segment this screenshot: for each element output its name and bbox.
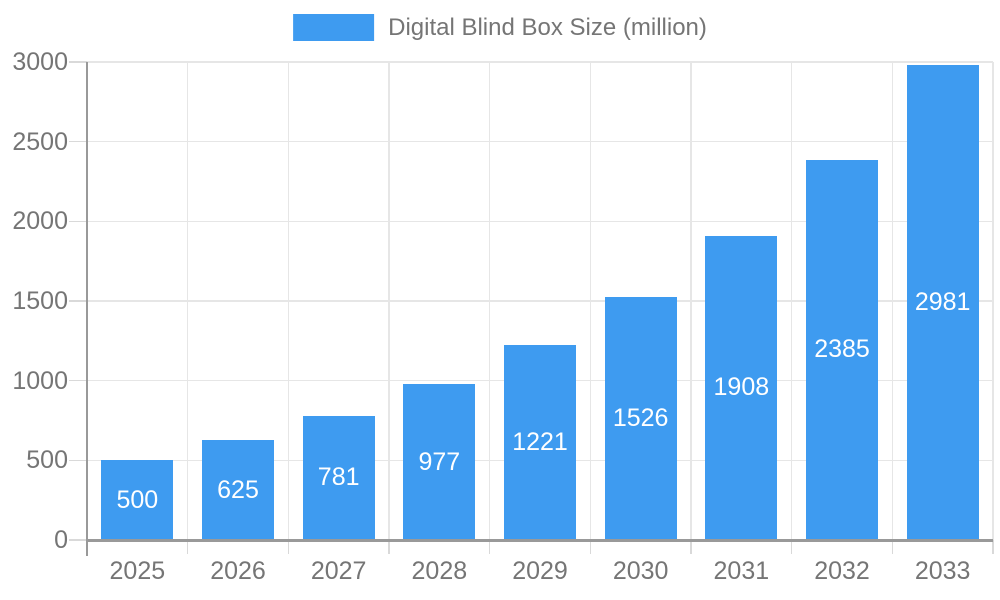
x-axis-label: 2027 bbox=[310, 557, 367, 585]
gridline-horizontal bbox=[87, 300, 993, 302]
x-axis-label: 2025 bbox=[109, 557, 166, 585]
x-axis-label: 2032 bbox=[814, 557, 870, 585]
gridline-vertical bbox=[690, 62, 692, 540]
x-axis-tick bbox=[287, 540, 290, 554]
bar-value-label: 781 bbox=[317, 463, 360, 492]
bar-2031: 1908 bbox=[705, 235, 778, 540]
gridline-vertical bbox=[790, 62, 793, 540]
x-axis-label: 2031 bbox=[713, 557, 770, 585]
y-axis-label: 1000 bbox=[12, 366, 68, 395]
y-axis-label: 3000 bbox=[12, 48, 68, 76]
y-axis-tick bbox=[69, 379, 87, 382]
y-axis-label: 500 bbox=[26, 446, 68, 475]
x-axis-label: 2026 bbox=[210, 557, 266, 585]
gridline-vertical bbox=[186, 62, 189, 540]
y-axis-tick bbox=[69, 220, 87, 223]
y-axis-label: 2500 bbox=[12, 127, 68, 156]
bar-2032: 2385 bbox=[806, 159, 878, 540]
gridline-vertical bbox=[287, 62, 290, 540]
y-axis-tick bbox=[69, 61, 87, 63]
bar-2025: 500 bbox=[101, 460, 174, 540]
y-axis-line bbox=[86, 62, 88, 556]
bar-2027: 781 bbox=[302, 415, 375, 540]
bar-2029: 1221 bbox=[504, 345, 576, 540]
gridline-horizontal bbox=[87, 140, 993, 143]
y-axis-label: 2000 bbox=[12, 207, 68, 236]
x-axis-label: 2033 bbox=[914, 557, 971, 585]
bar-value-label: 1908 bbox=[713, 373, 770, 402]
y-axis-tick bbox=[69, 140, 87, 143]
y-axis-tick bbox=[69, 459, 87, 462]
chart-legend: Digital Blind Box Size (million) bbox=[293, 14, 707, 41]
y-axis-label: 1500 bbox=[12, 287, 68, 315]
x-axis-tick bbox=[488, 540, 491, 554]
x-axis-tick bbox=[992, 540, 994, 554]
x-axis-label: 2030 bbox=[612, 557, 669, 585]
bar-value-label: 1526 bbox=[612, 403, 669, 432]
x-axis-tick bbox=[589, 540, 592, 554]
x-axis-label: 2028 bbox=[411, 557, 468, 585]
bar-value-label: 625 bbox=[217, 475, 259, 504]
bar-value-label: 2385 bbox=[814, 335, 870, 364]
gridline-vertical bbox=[488, 62, 491, 540]
x-axis-tick bbox=[690, 540, 692, 554]
x-axis-tick bbox=[891, 540, 894, 554]
bar-value-label: 977 bbox=[418, 447, 461, 476]
y-axis-label: 0 bbox=[54, 526, 68, 554]
y-axis-tick bbox=[69, 539, 87, 541]
bar-2028: 977 bbox=[403, 384, 476, 540]
gridline-horizontal bbox=[87, 220, 993, 223]
gridline-vertical bbox=[589, 62, 592, 540]
gridline-vertical bbox=[388, 62, 390, 540]
gridline-horizontal bbox=[87, 61, 993, 63]
x-axis-label: 2029 bbox=[512, 557, 568, 585]
gridline-vertical bbox=[891, 62, 894, 540]
bar-2026: 625 bbox=[202, 440, 274, 540]
bar-value-label: 2981 bbox=[914, 288, 971, 316]
y-axis-tick bbox=[69, 300, 87, 302]
x-axis-line bbox=[87, 539, 993, 542]
x-axis-tick bbox=[388, 540, 390, 554]
bar-2033: 2981 bbox=[906, 65, 979, 540]
gridline-vertical bbox=[992, 62, 994, 540]
bar-value-label: 1221 bbox=[512, 428, 568, 457]
x-axis-tick bbox=[790, 540, 793, 554]
legend-label: Digital Blind Box Size (million) bbox=[388, 14, 707, 41]
bar-value-label: 500 bbox=[116, 485, 159, 514]
x-axis-tick bbox=[186, 540, 189, 554]
bar-2030: 1526 bbox=[604, 296, 677, 540]
legend-swatch-icon bbox=[293, 14, 375, 41]
